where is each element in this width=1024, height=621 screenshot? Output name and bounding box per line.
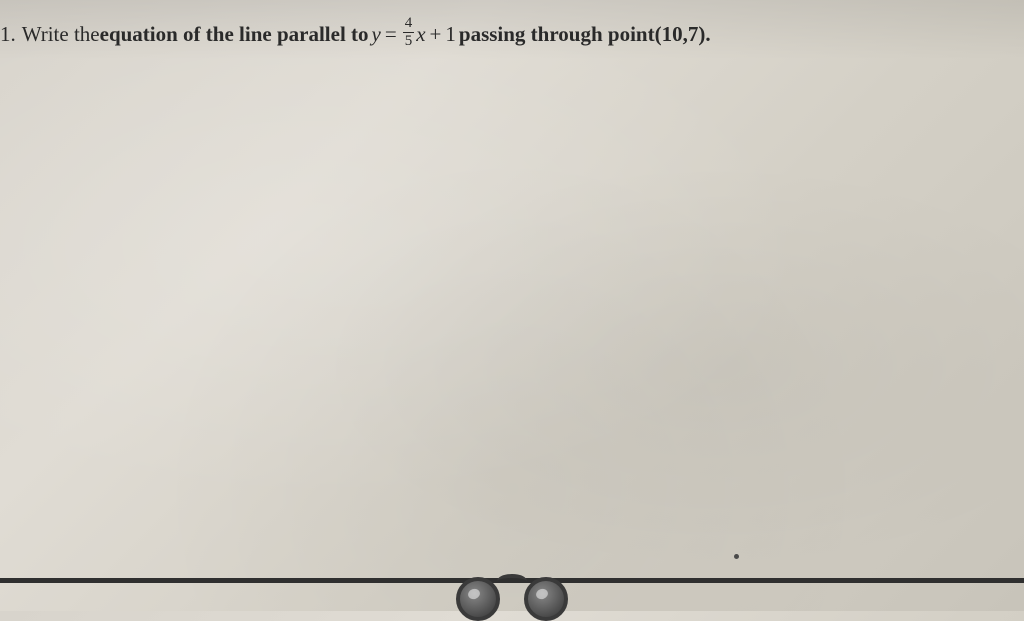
equation: y = 4 5 x + 1	[372, 18, 456, 51]
equation-plus: +	[430, 20, 442, 49]
glasses-lens-right	[524, 577, 568, 621]
question-prefix: Write the	[22, 20, 100, 49]
stray-dot	[734, 554, 739, 559]
paper-background	[0, 0, 1024, 611]
equation-lhs: y	[372, 20, 381, 49]
question-point: (10,7)	[655, 20, 706, 49]
equation-equals: =	[385, 20, 397, 49]
question-line: 1. Write the equation of the line parall…	[0, 18, 1014, 51]
question-bold-phrase: equation of the line parallel to	[100, 20, 369, 49]
lens-highlight-left	[467, 587, 482, 601]
question-mid-text: passing through point	[459, 20, 655, 49]
question-period: .	[705, 20, 710, 49]
equation-rhs-var: x	[416, 20, 425, 49]
equation-constant: 1	[445, 20, 456, 49]
lens-highlight-right	[535, 587, 550, 601]
fraction-numerator: 4	[403, 16, 415, 33]
fraction-denominator: 5	[403, 33, 415, 49]
glasses-bridge	[497, 574, 527, 588]
question-number: 1.	[0, 20, 16, 49]
glasses-lens-left	[456, 577, 500, 621]
glasses-icon	[452, 571, 572, 611]
equation-fraction: 4 5	[403, 16, 415, 49]
